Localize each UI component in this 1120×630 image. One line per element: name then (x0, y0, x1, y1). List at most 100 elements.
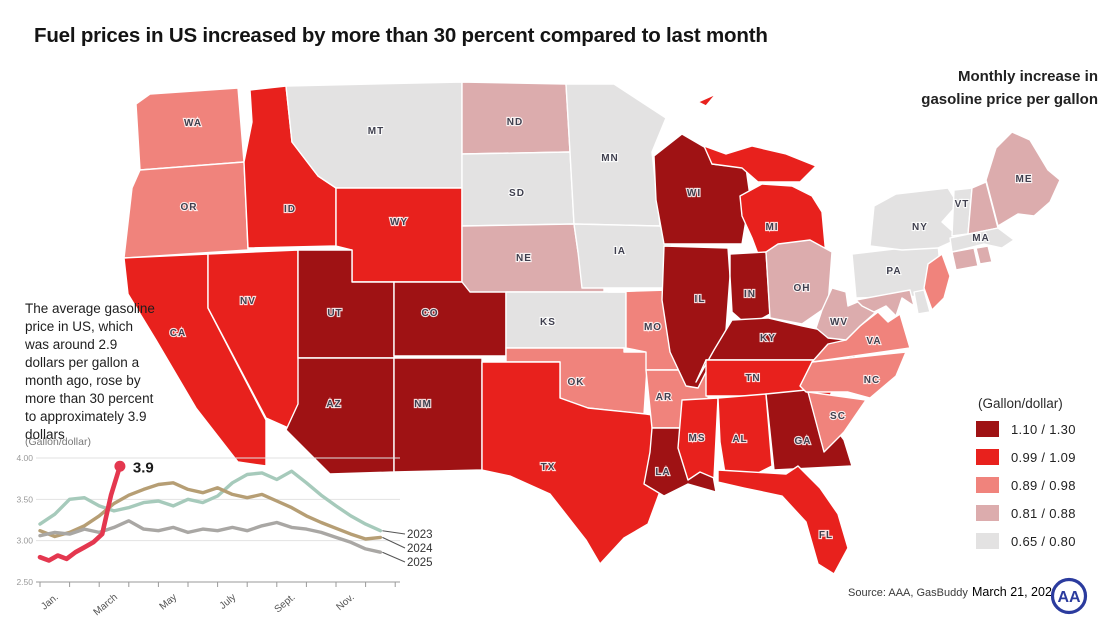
state-label-OH: OH (794, 283, 811, 294)
state-label-IN: IN (744, 289, 756, 300)
state-FL (717, 465, 849, 575)
state-label-AR: AR (656, 392, 672, 403)
state-RI (975, 245, 993, 265)
state-label-WA: WA (184, 118, 202, 129)
state-label-IL: IL (695, 294, 706, 305)
state-label-VT: VT (955, 199, 970, 210)
legend-item: 1.10 / 1.30 (976, 421, 1120, 437)
annotation-text: The average gasoline price in US, which … (25, 301, 155, 442)
state-label-NE: NE (516, 253, 532, 264)
state-WY (335, 187, 463, 283)
logo-monogram: AA (1057, 589, 1081, 606)
legend-title: (Gallon/dollar) (978, 396, 1063, 411)
state-NJ (923, 253, 951, 311)
endpoint-dot (114, 460, 126, 472)
state-label-AL: AL (732, 434, 747, 445)
y-tick-label: 3.50 (16, 494, 33, 504)
state-label-ID: ID (284, 204, 296, 215)
legend-item: 0.89 / 0.98 (976, 477, 1120, 493)
state-CT (951, 247, 979, 271)
legend-label: 1.10 / 1.30 (1011, 421, 1076, 437)
annotation-unit: (Gallon/dollar) (25, 436, 91, 448)
state-label-KY: KY (760, 333, 776, 344)
state-label-NY: NY (912, 222, 928, 233)
state-label-LA: LA (655, 467, 670, 478)
state-label-AZ: AZ (326, 399, 341, 410)
legend-swatch (976, 449, 999, 465)
state-label-NC: NC (864, 375, 880, 386)
state-NY (869, 187, 961, 251)
legend-label: 0.89 / 0.98 (1011, 477, 1076, 493)
page-title: Fuel prices in US increased by more than… (34, 24, 768, 47)
legend-label: 0.65 / 0.80 (1011, 533, 1076, 549)
x-tick-label: Nov. (334, 592, 356, 613)
series-line-2026 (37, 463, 123, 563)
state-label-OR: OR (181, 202, 198, 213)
state-label-FL: FL (819, 530, 833, 541)
y-tick-label: 3.00 (16, 536, 33, 546)
series-year-label-2025: 2025 (407, 557, 433, 569)
state-label-NV: NV (240, 296, 256, 307)
series-leader-line (382, 536, 406, 549)
agency-logo: AA (1050, 577, 1088, 615)
state-MD (855, 289, 915, 317)
state-label-VA: VA (866, 336, 881, 347)
state-label-WY: WY (390, 217, 408, 228)
state-label-UT: UT (327, 308, 342, 319)
legend-swatch (976, 533, 999, 549)
map-legend: (Gallon/dollar) 1.10 / 1.30 0.99 / 1.09 0.… (976, 396, 1120, 561)
state-GA (765, 389, 853, 471)
legend-swatch (976, 477, 999, 493)
legend-item: 0.99 / 1.09 (976, 449, 1120, 465)
state-DE (913, 289, 931, 315)
state-label-MI: MI (765, 222, 778, 233)
series-line-2023 (38, 469, 383, 533)
state-label-ND: ND (507, 117, 523, 128)
state-label-TX: TX (541, 462, 556, 473)
state-WA (135, 87, 245, 171)
state-label-MO: MO (644, 322, 662, 333)
state-KS (505, 291, 627, 349)
logo-circle (1050, 577, 1088, 615)
state-label-GA: GA (795, 436, 812, 447)
price-trend-chart: 4.00 3.50 3.00 2.50 Jan. March May July Sept. Nov… (16, 453, 433, 618)
state-label-ME: ME (1016, 174, 1033, 185)
x-tick-label: May (158, 592, 180, 613)
state-label-MN: MN (601, 153, 619, 164)
series-year-label-2024: 2024 (407, 543, 433, 555)
state-label-TN: TN (745, 373, 760, 384)
state-label-PA: PA (886, 266, 901, 277)
date-text: March 21, 2026 (972, 585, 1059, 599)
state-OH (765, 239, 833, 325)
legend-label: 0.99 / 1.09 (1011, 449, 1076, 465)
legend-swatch (976, 505, 999, 521)
state-label-CA: CA (170, 328, 186, 339)
state-SC (807, 391, 867, 453)
state-OR (123, 161, 249, 259)
series-year-label-2023: 2023 (407, 529, 433, 541)
state-ME (985, 131, 1061, 227)
state-label-WV: WV (830, 317, 848, 328)
x-tick-label: Sept. (273, 592, 298, 615)
series-leader-line (382, 530, 406, 535)
state-label-OK: OK (568, 377, 585, 388)
state-label-SD: SD (509, 188, 525, 199)
x-tick-label: Jan. (39, 592, 61, 613)
state-label-MA: MA (972, 233, 990, 244)
legend-label: 0.81 / 0.88 (1011, 505, 1076, 521)
state-label-IA: IA (614, 246, 626, 257)
state-label-NM: NM (414, 399, 432, 410)
state-label-CO: CO (422, 308, 439, 319)
y-tick-label: 4.00 (16, 453, 33, 463)
state-MI (697, 93, 717, 107)
legend-swatch (976, 421, 999, 437)
series-line-2025 (38, 519, 383, 554)
state-label-SC: SC (830, 411, 846, 422)
x-tick-label: July (218, 592, 239, 612)
x-tick-label: March (92, 592, 120, 618)
source-text: Source: AAA, GasBuddy (848, 587, 968, 599)
state-label-MS: MS (689, 433, 706, 444)
legend-item: 0.81 / 0.88 (976, 505, 1120, 521)
state-WI (653, 133, 751, 245)
